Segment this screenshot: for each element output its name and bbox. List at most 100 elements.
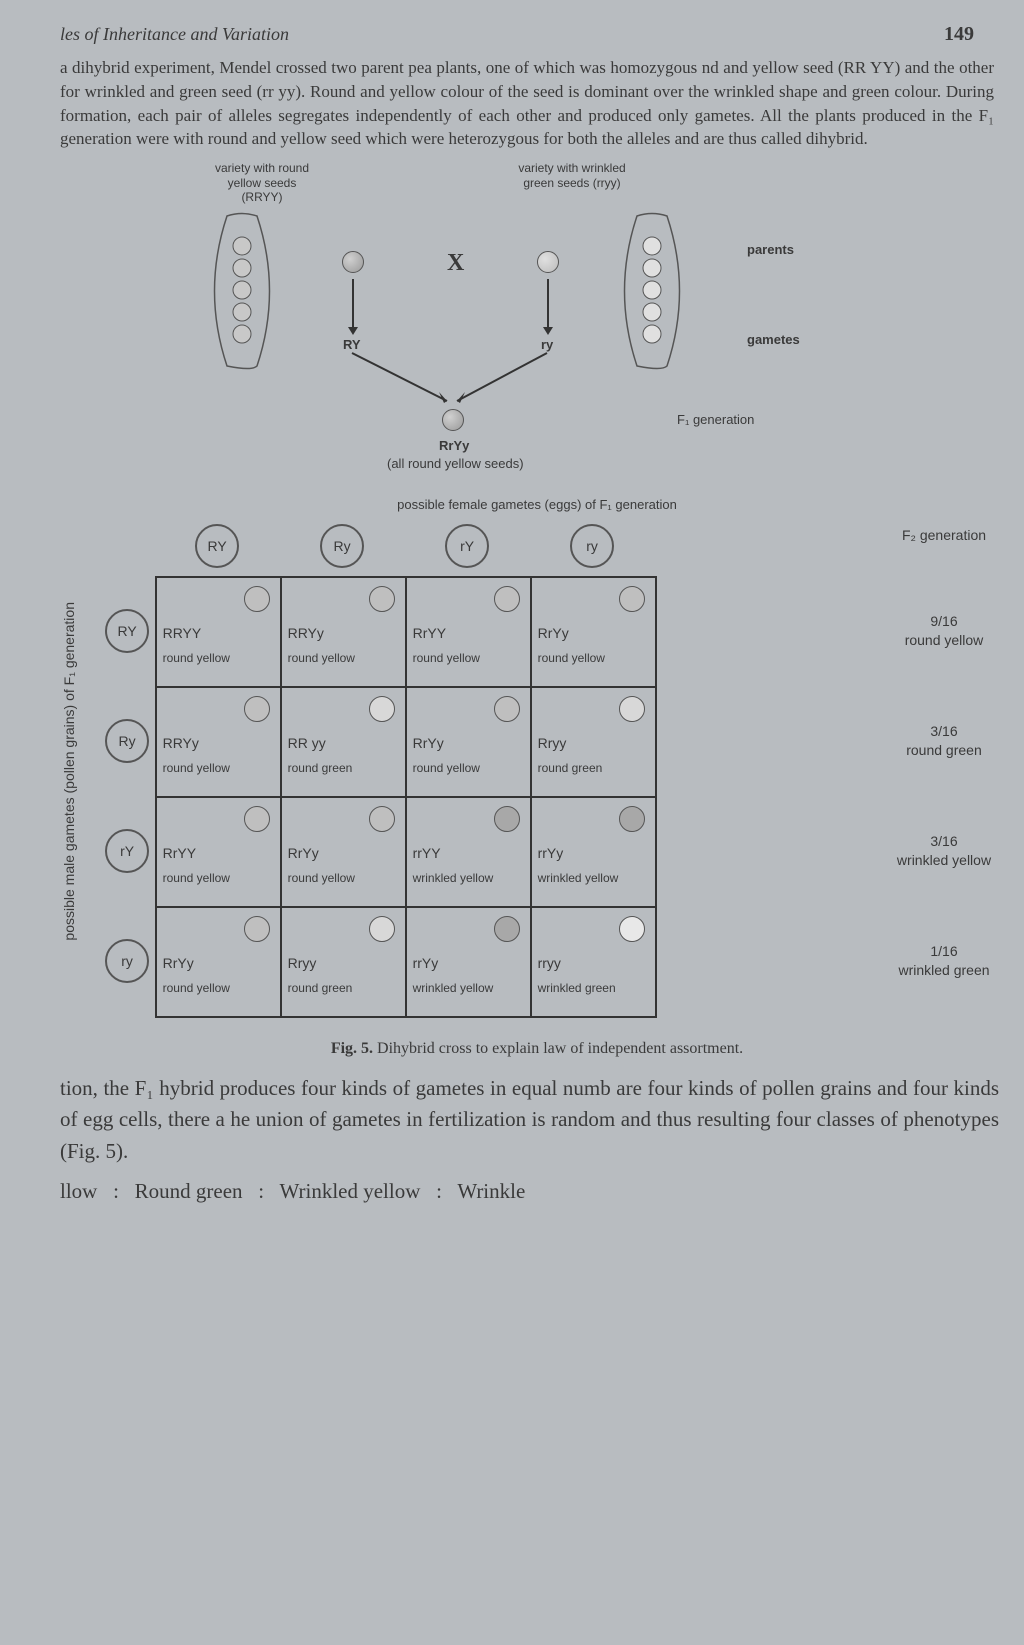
ratio-fraction: 3/16	[874, 832, 1014, 852]
figure-caption-text: Dihybrid cross to explain law of indepen…	[377, 1040, 743, 1057]
arrow-down-icon	[547, 279, 549, 329]
chapter-title: les of Inheritance and Variation	[60, 22, 289, 47]
column-gamete: RY	[155, 524, 280, 568]
ratio-label: wrinkled green	[874, 961, 1014, 981]
gamete-chip: RY	[195, 524, 239, 568]
figure-caption: Fig. 5. Dihybrid cross to explain law of…	[60, 1038, 1014, 1060]
row-gamete: rY	[100, 796, 155, 906]
column-gamete: rY	[405, 524, 530, 568]
cell-genotype: RRYy	[163, 734, 274, 754]
cell-genotype: RrYY	[163, 844, 274, 864]
ratio-fraction: 3/16	[874, 722, 1014, 742]
gamete-seed-icon	[537, 251, 559, 273]
ratio-label: round yellow	[874, 631, 1014, 651]
cell-phenotype: round green	[538, 760, 649, 777]
cell-phenotype: round green	[288, 980, 399, 997]
punnett-cell: RrYYround yellow	[156, 797, 281, 907]
cell-phenotype: round yellow	[288, 650, 399, 667]
punnett-cell: Rryy round green	[281, 907, 406, 1017]
cell-genotype: rrYy	[538, 844, 649, 864]
seed-icon	[619, 916, 645, 942]
gamete-chip: RY	[105, 609, 149, 653]
punnett-cell: RR yyround green	[281, 687, 406, 797]
punnett-cell: RRYyround yellow	[281, 577, 406, 687]
seed-icon	[244, 586, 270, 612]
f1-genotype: RrYy	[439, 437, 469, 455]
seed-icon	[619, 696, 645, 722]
phenotype-ratios: F₂ generation 9/16round yellow3/16round …	[874, 526, 1014, 1016]
cell-genotype: rrYY	[413, 844, 524, 864]
pod-round-yellow-icon	[197, 206, 307, 376]
male-gametes-label: possible male gametes (pollen grains) of…	[60, 602, 80, 941]
punnett-square: possible male gametes (pollen grains) of…	[60, 524, 1014, 1018]
figure-number: Fig. 5.	[331, 1040, 373, 1057]
cell-genotype: Rryy	[288, 954, 399, 974]
punnett-cell: Rryyround green	[531, 687, 656, 797]
punnett-cell: RRYy round yellow	[156, 687, 281, 797]
seed-icon	[494, 806, 520, 832]
cell-genotype: RrYY	[413, 624, 524, 644]
ratio-item: 3/16wrinkled yellow	[874, 796, 1014, 906]
seed-icon	[369, 806, 395, 832]
seed-icon	[494, 916, 520, 942]
row-gamete: ry	[100, 906, 155, 1016]
cell-genotype: RrYy	[288, 844, 399, 864]
closing-paragraph: tion, the F₁ hybrid produces four kinds …	[60, 1073, 1014, 1168]
seed-icon	[369, 916, 395, 942]
arrow-down-icon	[352, 279, 354, 329]
cell-genotype: rrYy	[413, 954, 524, 974]
ratio-item: 1/16wrinkled green	[874, 906, 1014, 1016]
ratio-fraction: 1/16	[874, 942, 1014, 962]
seed-icon	[369, 696, 395, 722]
seed-icon	[619, 586, 645, 612]
cell-phenotype: wrinkled green	[538, 980, 649, 997]
cell-phenotype: round yellow	[288, 870, 399, 887]
seed-icon	[244, 696, 270, 722]
cell-genotype: RrYy	[413, 734, 524, 754]
gamete-chip: rY	[445, 524, 489, 568]
punnett-cell: rryy wrinkled green	[531, 907, 656, 1017]
gamete-seed-icon	[342, 251, 364, 273]
ratio-label: round green	[874, 741, 1014, 761]
seed-icon	[619, 806, 645, 832]
seed-icon	[244, 806, 270, 832]
f1-generation-label: F₁ generation	[677, 411, 754, 429]
cell-phenotype: round yellow	[163, 760, 274, 777]
seed-icon	[494, 586, 520, 612]
f2-generation-label: F₂ generation	[874, 526, 1014, 576]
cell-genotype: rryy	[538, 954, 649, 974]
seed-icon	[369, 586, 395, 612]
column-gamete: ry	[530, 524, 655, 568]
ratio-label: wrinkled yellow	[874, 851, 1014, 871]
cell-genotype: RR yy	[288, 734, 399, 754]
ratio-line: llow : Round green : Wrinkled yellow : W…	[60, 1177, 1014, 1206]
punnett-cell: RrYyround yellow	[406, 687, 531, 797]
converge-arrows-icon	[347, 351, 557, 411]
variety2-label: variety with wrinkled green seeds (rryy)	[517, 161, 627, 190]
cell-phenotype: wrinkled yellow	[413, 980, 524, 997]
punnett-cell: rrYy wrinkled yellow	[406, 907, 531, 1017]
column-gametes: RY Ry rY ry	[155, 524, 854, 568]
variety1-label: variety with round yellow seeds (RRYY)	[207, 161, 317, 204]
ratio-item: 3/16round green	[874, 686, 1014, 796]
cell-phenotype: wrinkled yellow	[538, 870, 649, 887]
page-header: les of Inheritance and Variation 149	[60, 20, 1014, 48]
cell-phenotype: round yellow	[163, 650, 274, 667]
row-gamete: RY	[100, 576, 155, 686]
cell-phenotype: round yellow	[413, 650, 524, 667]
gamete-chip: ry	[105, 939, 149, 983]
seed-icon	[494, 696, 520, 722]
cell-phenotype: wrinkled yellow	[413, 870, 524, 887]
punnett-cell: rrYY wrinkled yellow	[406, 797, 531, 907]
parents-label: parents	[747, 241, 794, 259]
punnett-cell: RrYyround yellow	[156, 907, 281, 1017]
intro-paragraph: a dihybrid experiment, Mendel crossed tw…	[60, 56, 1014, 151]
gamete-chip: Ry	[320, 524, 364, 568]
cell-genotype: RrYy	[538, 624, 649, 644]
cell-phenotype: round yellow	[163, 980, 274, 997]
cross-x-icon: X	[447, 247, 464, 281]
gamete-chip: Ry	[105, 719, 149, 763]
f1-caption: (all round yellow seeds)	[387, 455, 524, 473]
parental-cross-diagram: variety with round yellow seeds (RRYY) v…	[187, 161, 887, 481]
f1-seed-icon	[442, 409, 464, 431]
